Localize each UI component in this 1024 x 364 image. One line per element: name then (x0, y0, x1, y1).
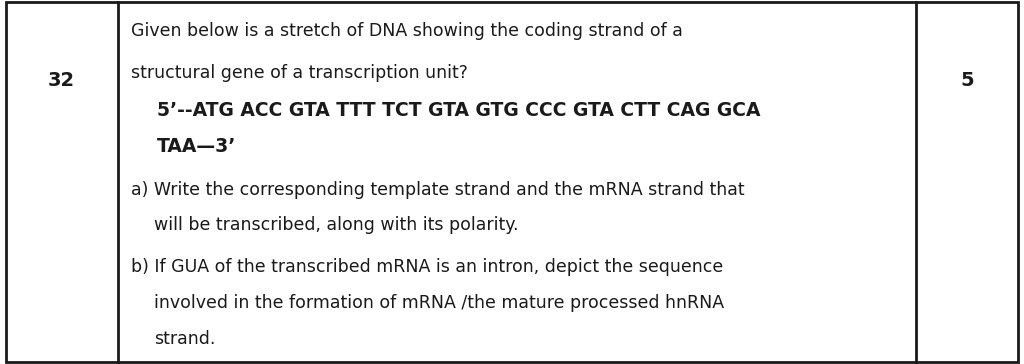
Text: 32: 32 (48, 71, 75, 90)
Text: Given below is a stretch of DNA showing the coding strand of a: Given below is a stretch of DNA showing … (131, 22, 683, 40)
Text: structural gene of a transcription unit?: structural gene of a transcription unit? (131, 64, 468, 82)
Text: b) If GUA of the transcribed mRNA is an intron, depict the sequence: b) If GUA of the transcribed mRNA is an … (131, 258, 723, 276)
Text: will be transcribed, along with its polarity.: will be transcribed, along with its pola… (154, 217, 518, 234)
Text: a) Write the corresponding template strand and the mRNA strand that: a) Write the corresponding template stra… (131, 181, 744, 199)
Text: TAA—3’: TAA—3’ (157, 137, 237, 156)
Text: 5: 5 (961, 71, 975, 90)
Text: strand.: strand. (154, 329, 215, 348)
Text: involved in the formation of mRNA /the mature processed hnRNA: involved in the formation of mRNA /the m… (154, 294, 724, 312)
Text: 5’--ATG ACC GTA TTT TCT GTA GTG CCC GTA CTT CAG GCA: 5’--ATG ACC GTA TTT TCT GTA GTG CCC GTA … (157, 101, 760, 120)
